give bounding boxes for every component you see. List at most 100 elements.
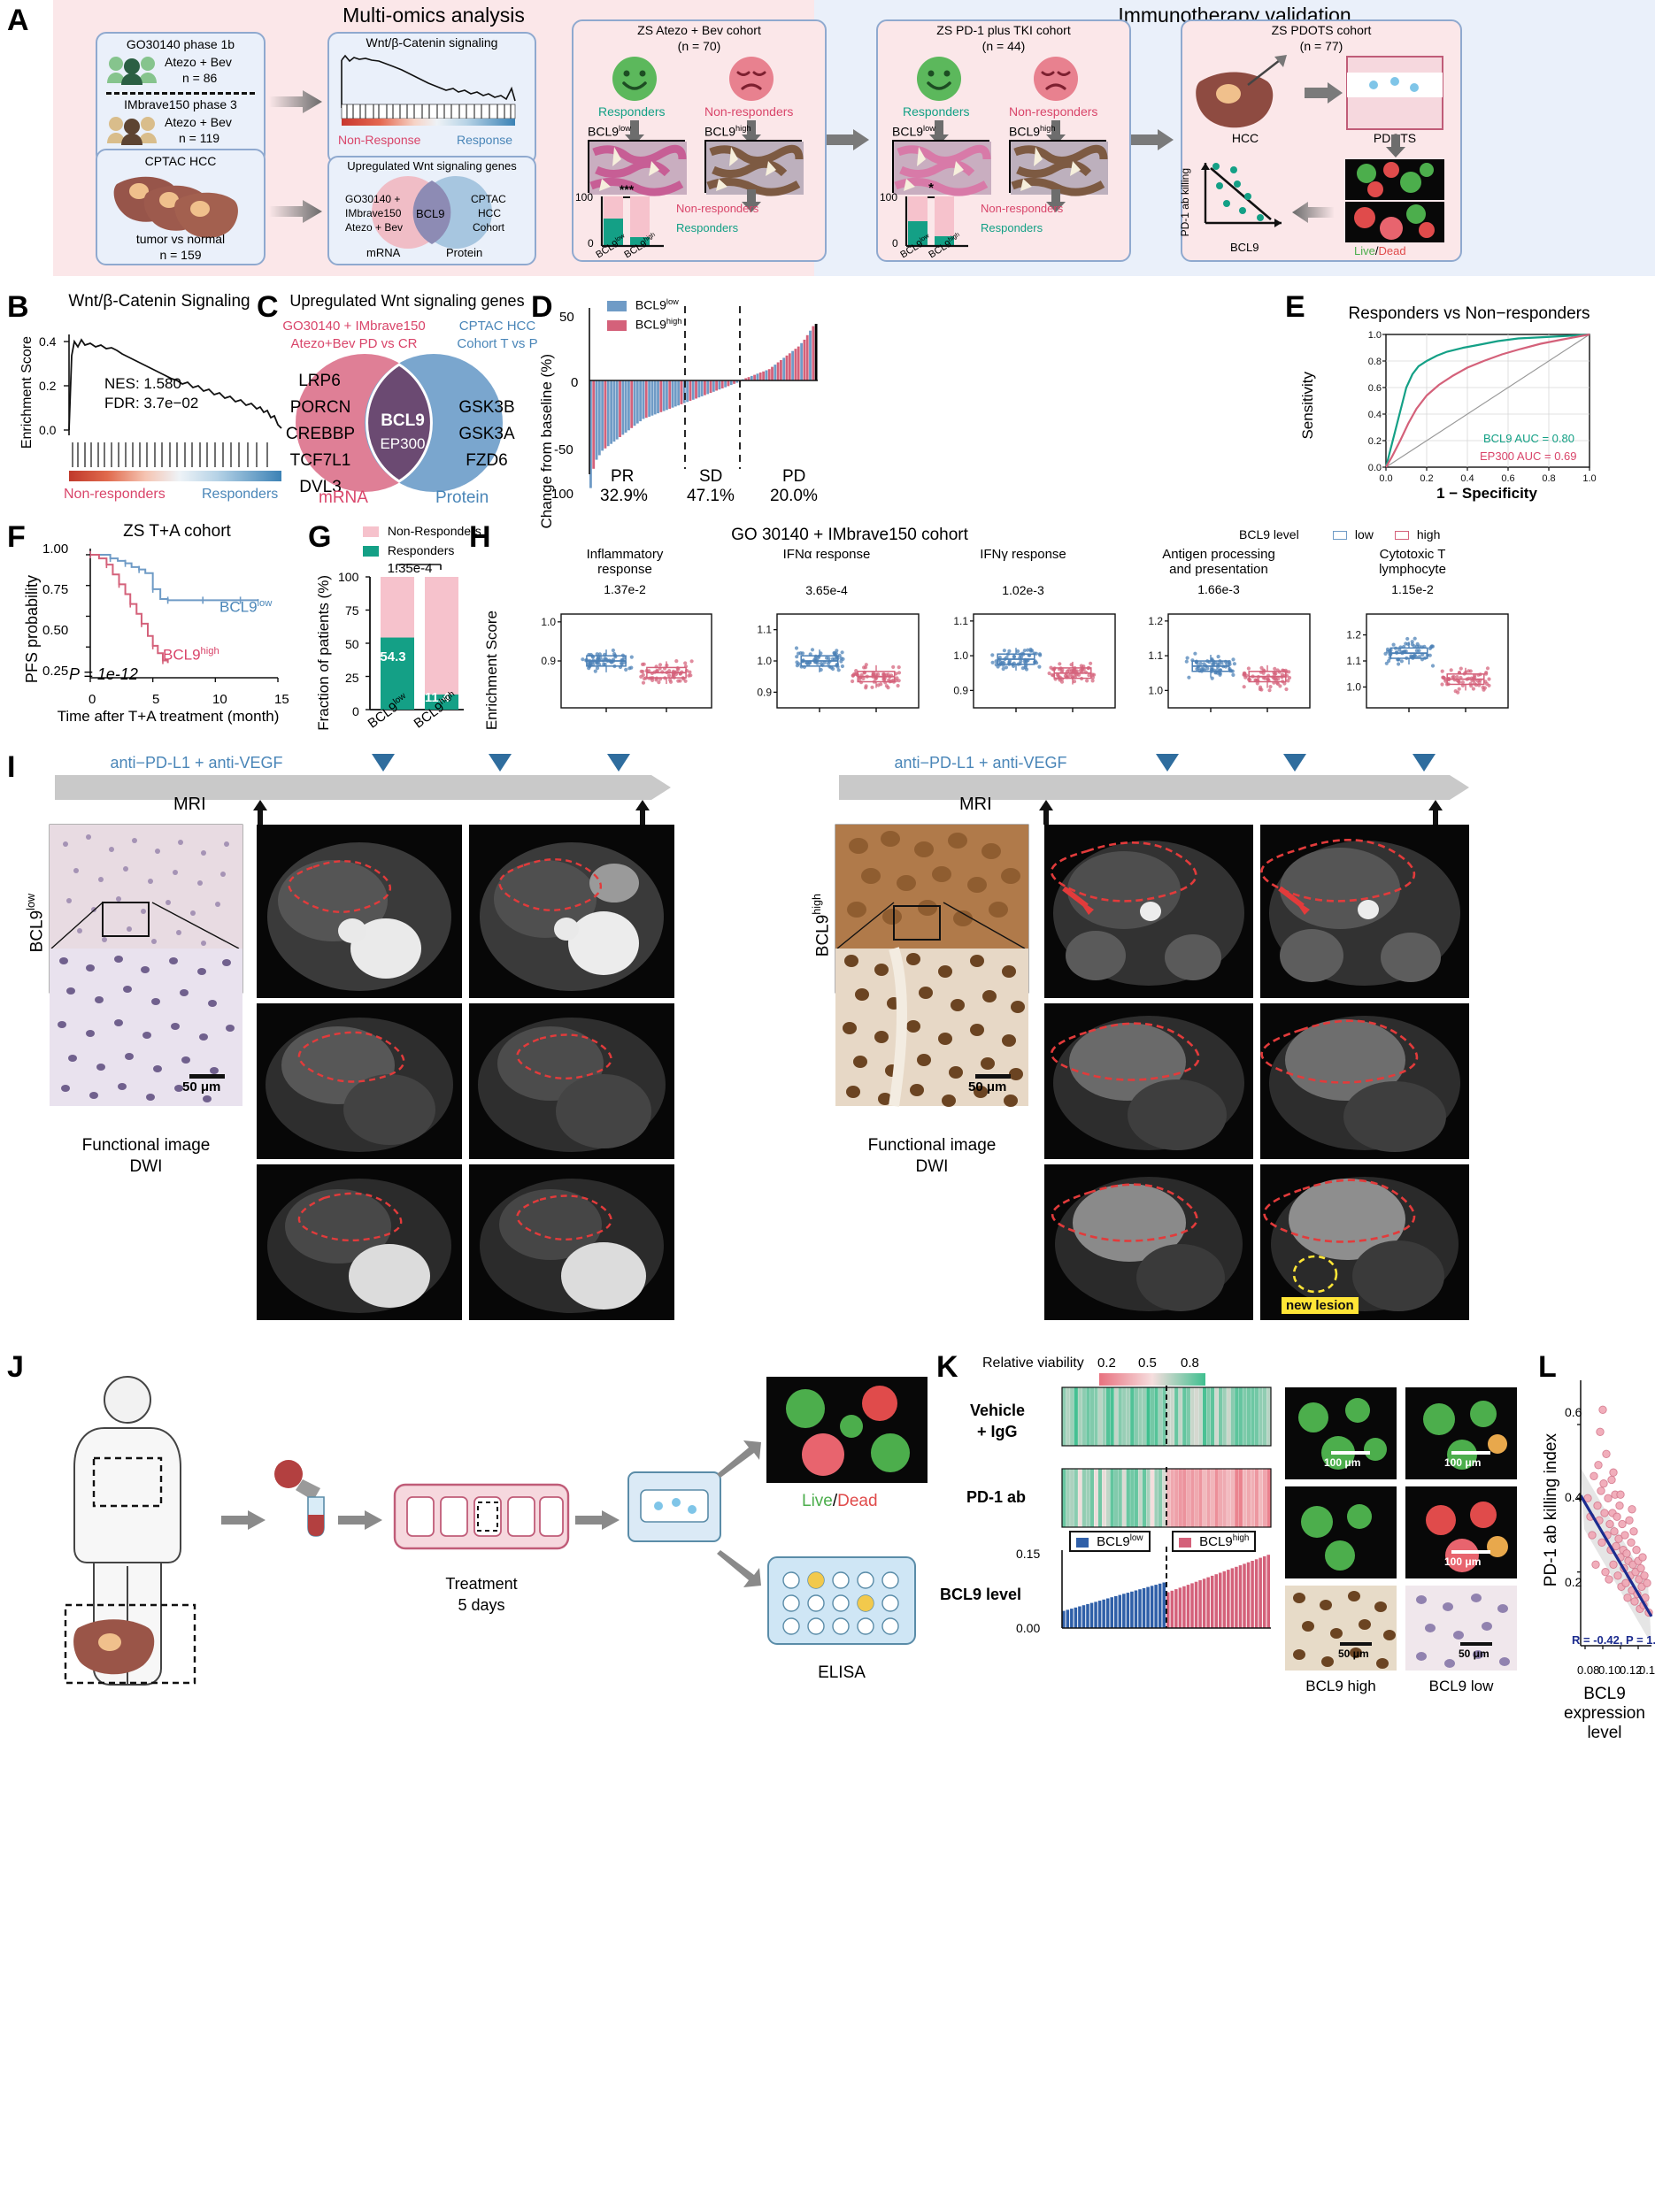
panelF-xtick-0: 0 bbox=[89, 692, 96, 707]
panelH-boxplot-4: 1.0 1.1 1.2 bbox=[1346, 613, 1509, 712]
panelH-boxplot-1: 0.9 1.0 1.1 bbox=[757, 613, 920, 712]
upregulated-genes-title: Upregulated Wnt signaling genes bbox=[347, 159, 517, 173]
panelK-caption-high: BCL9 high bbox=[1305, 1678, 1376, 1694]
panelG-bar2-resp-value: 11.4 bbox=[424, 690, 450, 705]
go30140-n: n = 86 bbox=[182, 71, 218, 85]
cptac-title: CPTAC HCC bbox=[144, 154, 217, 168]
panelE-auc-ep300: EP300 AUC = 0.69 bbox=[1480, 449, 1577, 463]
panelC-right-header2: Cohort T vs P bbox=[457, 336, 538, 351]
cohort1-stackedbar bbox=[600, 196, 664, 248]
panelD-ytick-50: 50 bbox=[559, 310, 574, 325]
panelD-ytick-m100: -100 bbox=[547, 487, 574, 502]
svg-text:0.4: 0.4 bbox=[1460, 473, 1474, 484]
panelC-gene-PORCN: PORCN bbox=[289, 398, 351, 417]
panelC-right-header1: CPTAC HCC bbox=[458, 319, 536, 334]
svg-text:1.1: 1.1 bbox=[1148, 649, 1163, 662]
panelI-right-uparrow-2 bbox=[1428, 800, 1443, 825]
panelB-gsea-plot bbox=[64, 334, 282, 481]
svg-text:0.4: 0.4 bbox=[1368, 410, 1382, 420]
panelC-foot-protein: Protein bbox=[435, 488, 489, 507]
panelF-ytick-50: 0.50 bbox=[42, 623, 69, 638]
gsea-nonresponse-label: Non-Response bbox=[338, 133, 421, 147]
cohort2-bcl9high-label: BCL9high bbox=[1009, 124, 1056, 139]
panelH-boxplot-0: 0.9 1.0 bbox=[541, 613, 712, 712]
live-dead-image-2 bbox=[1345, 202, 1444, 242]
panelH-sub3-title2: and presentation bbox=[1169, 562, 1268, 577]
svg-text:0.9: 0.9 bbox=[757, 686, 772, 698]
panelK-ytick-000: 0.00 bbox=[1016, 1621, 1041, 1635]
panelI-left-mri-r3c2-img bbox=[469, 1164, 674, 1320]
panelG-bar1-resp-value: 54.3 bbox=[380, 649, 406, 664]
gsea-response-label: Response bbox=[457, 133, 513, 147]
panelH-sub1: IFNα response 3.65e-4 bbox=[738, 547, 915, 597]
panelJ-tube-icon bbox=[274, 1460, 325, 1537]
venn-left2: IMbrave150 bbox=[345, 207, 402, 219]
svg-text:0.6: 0.6 bbox=[1501, 473, 1514, 484]
panelH-sub0-title2: response bbox=[597, 562, 652, 577]
cohort3-title: ZS PDOTS cohort bbox=[1271, 23, 1372, 37]
panelI-left-mri-r1c2-img bbox=[469, 825, 674, 998]
panelK-scalebar-3: 50 μm bbox=[1338, 1647, 1369, 1660]
panelC-gene-TCF7L1: TCF7L1 bbox=[289, 451, 351, 470]
gsea-mini-plot bbox=[341, 54, 516, 126]
arrow-pdots-down-icon bbox=[1386, 134, 1405, 157]
panelH-sub0-title1: Inflammatory bbox=[586, 547, 664, 562]
arrow-down-histo2-icon bbox=[1046, 189, 1066, 212]
panelL-xlabel: BCL9 expression level bbox=[1564, 1685, 1645, 1742]
panelF-xlabel: Time after T+A treatment (month) bbox=[57, 708, 280, 725]
panelK-fluor-img-4 bbox=[1405, 1486, 1517, 1578]
panelH-sub4-title1: Cytotoxic T bbox=[1379, 547, 1446, 562]
panelH-sub1-pvalue: 3.65e-4 bbox=[805, 583, 848, 597]
panelK-scalebar-2-line bbox=[1451, 1451, 1490, 1455]
panelK-heatmap-row1 bbox=[1061, 1386, 1272, 1448]
cohort1-ybot: 0 bbox=[588, 237, 594, 250]
panelD-waterfall bbox=[589, 306, 818, 488]
panelH-sub1-title1: IFNα response bbox=[782, 547, 871, 562]
panelH-legend-title: BCL9 level bbox=[1239, 527, 1299, 541]
panelH-sub3: Antigen processing and presentation 1.66… bbox=[1126, 547, 1312, 596]
panelI-left-mri-r1c1-img bbox=[257, 825, 462, 998]
cohort-divider bbox=[106, 92, 255, 95]
arrow-down-histo1-icon bbox=[742, 189, 761, 212]
panelK-ihc-img-low bbox=[1405, 1586, 1517, 1671]
panelI-right-marker-2 bbox=[1283, 754, 1306, 772]
panelI-left-rowlabel: BCL9low bbox=[25, 894, 47, 953]
panelH-sub4-pvalue: 1.15e-2 bbox=[1391, 582, 1434, 596]
panel-label-F: F bbox=[7, 520, 26, 554]
panelD-group-PR: PR bbox=[611, 467, 635, 486]
panel-label-A: A bbox=[7, 4, 29, 37]
panelL-stats: R = -0.42, P = 1.4e-4 bbox=[1572, 1633, 1655, 1647]
panel-label-H: H bbox=[469, 520, 491, 554]
go30140-title: GO30140 phase 1b bbox=[126, 37, 235, 51]
panelB-ytick-1: 0.2 bbox=[39, 379, 57, 393]
imbrave150-title: IMbrave150 phase 3 bbox=[124, 97, 237, 111]
panelI-left-func2: DWI bbox=[129, 1157, 163, 1176]
frowny-nonresponder-icon bbox=[729, 57, 774, 101]
panelI-left-mri-label: MRI bbox=[173, 795, 206, 814]
panelJ-arrow-down-right bbox=[717, 1550, 761, 1587]
panelG-legend-non: Non-Responders bbox=[363, 524, 481, 538]
arrow-right2-icon bbox=[269, 200, 322, 223]
panelF-ytick-25: 0.25 bbox=[42, 664, 69, 679]
panelK-bcl9-barplot bbox=[1061, 1547, 1271, 1629]
panelB-ylabel: Enrichment Score bbox=[19, 336, 35, 449]
liver-biopsy-icon bbox=[1196, 55, 1287, 128]
people-green-icon bbox=[107, 57, 157, 85]
panelD-group-SD-pct: 47.1% bbox=[687, 487, 735, 505]
panelC-gene-FZD6: FZD6 bbox=[466, 451, 508, 470]
panelC-gene-DVL3: DVL3 bbox=[299, 478, 342, 496]
cohort2-title: ZS PD-1 plus TKI cohort bbox=[936, 23, 1071, 37]
panelD-group-SD: SD bbox=[699, 467, 723, 486]
svg-text:1.0: 1.0 bbox=[541, 616, 556, 628]
panelI-right-mri-r1c2-img bbox=[1260, 825, 1469, 998]
cohort1-title: ZS Atezo + Bev cohort bbox=[637, 23, 761, 37]
panelH-sub2: IFNγ response 1.02e-3 bbox=[935, 547, 1112, 597]
panelG-ylabel: Fraction of patients (%) bbox=[315, 575, 332, 731]
panelL-xtick-008: 0.08 bbox=[1577, 1663, 1600, 1677]
panelH-legend-high: high bbox=[1395, 527, 1440, 541]
panelF-xtick-15: 15 bbox=[274, 692, 289, 707]
venn-mid-gene: BCL9 bbox=[416, 207, 445, 220]
panelI-right-marker-1 bbox=[1156, 754, 1179, 772]
panelH-sub4: Cytotoxic T lymphocyte 1.15e-2 bbox=[1324, 547, 1501, 596]
arrow-right-icon bbox=[269, 90, 322, 113]
